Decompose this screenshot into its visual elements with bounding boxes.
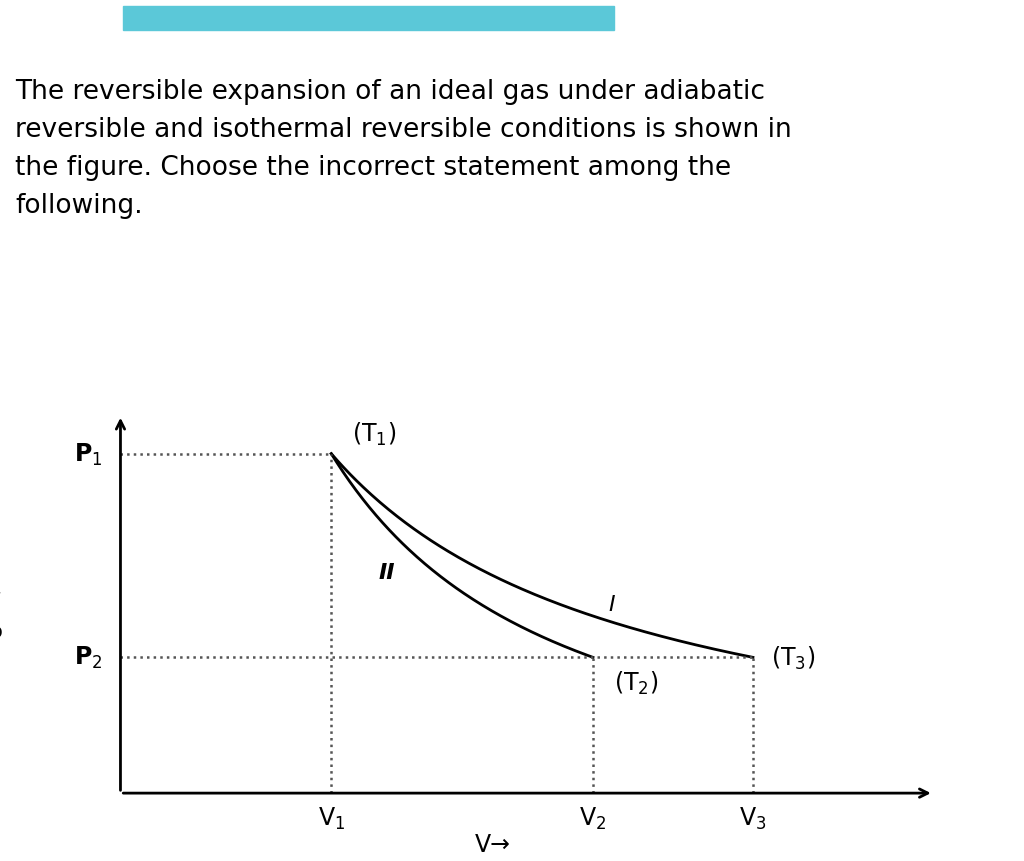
Text: (T$_2$): (T$_2$): [614, 669, 658, 697]
Text: II: II: [379, 562, 395, 582]
Text: ↑: ↑: [0, 585, 5, 613]
Text: P$_2$: P$_2$: [74, 645, 102, 671]
Text: V$_1$: V$_1$: [317, 805, 345, 831]
Text: I: I: [608, 595, 614, 615]
Bar: [123, 7, 614, 31]
Text: V$_3$: V$_3$: [739, 805, 767, 831]
Text: P$_1$: P$_1$: [74, 441, 102, 468]
Text: V→: V→: [474, 832, 510, 856]
Text: V$_2$: V$_2$: [580, 805, 606, 831]
Text: (T$_3$): (T$_3$): [771, 644, 815, 672]
Text: (T$_1$): (T$_1$): [352, 420, 396, 448]
Text: P: P: [0, 624, 2, 652]
Text: The reversible expansion of an ideal gas under adiabatic
reversible and isotherm: The reversible expansion of an ideal gas…: [15, 79, 793, 219]
